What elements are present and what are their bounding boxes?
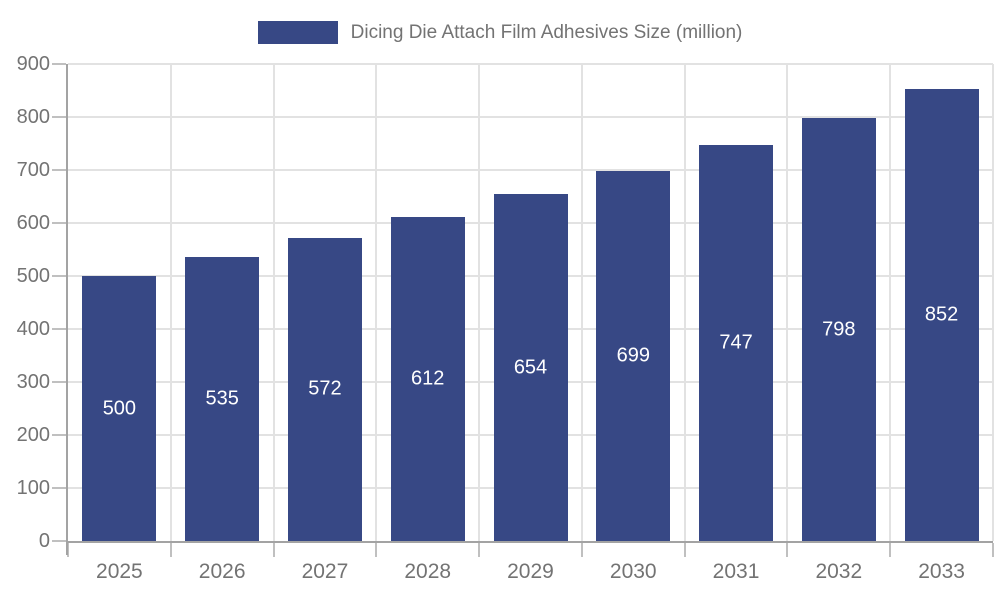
gridline-vertical (272, 64, 275, 541)
bar-value-label: 612 (411, 367, 445, 390)
gridline-vertical (889, 64, 892, 541)
y-axis-tick (52, 487, 66, 489)
x-tick-label: 2030 (609, 560, 657, 583)
y-tick-label: 100 (16, 477, 50, 499)
y-axis-tick (52, 540, 66, 542)
y-axis-tick (52, 434, 66, 436)
plot-area: 500 535 572 612 654 699 747 798 852 (52, 63, 994, 557)
bar: 699 (596, 170, 671, 541)
y-tick-label: 200 (16, 424, 50, 446)
x-axis-tick (375, 543, 378, 557)
bar: 852 (904, 89, 979, 541)
gridline-horizontal (68, 63, 993, 65)
x-axis-tick (580, 543, 583, 557)
y-axis-tick (52, 275, 66, 277)
y-tick-label: 0 (38, 530, 50, 552)
gridline-vertical (478, 64, 481, 541)
y-axis-tick (52, 169, 66, 171)
y-axis-tick (52, 328, 66, 330)
x-tick-label: 2031 (712, 560, 760, 583)
bar: 535 (185, 257, 260, 541)
gridline-vertical (169, 64, 172, 541)
gridline-horizontal (68, 116, 993, 118)
x-tick-label: 2028 (404, 560, 452, 583)
x-axis-tick (169, 543, 172, 557)
bar: 612 (390, 216, 465, 541)
bar-value-label: 699 (616, 344, 650, 367)
gridline-vertical (992, 64, 994, 541)
x-tick-label: 2026 (198, 560, 246, 583)
bar: 798 (801, 118, 876, 541)
x-tick-label: 2025 (96, 560, 143, 583)
y-tick-label: 300 (16, 371, 50, 393)
x-tick-label: 2032 (815, 560, 863, 583)
gridline-vertical (580, 64, 583, 541)
gridline-vertical (786, 64, 789, 541)
legend-label: Dicing Die Attach Film Adhesives Size (m… (350, 21, 743, 43)
bar-value-label: 654 (513, 356, 548, 379)
y-axis-tick (52, 116, 66, 118)
chart-legend: Dicing Die Attach Film Adhesives Size (m… (0, 21, 1000, 44)
gridline-vertical (375, 64, 378, 541)
y-axis-tick (52, 381, 66, 383)
x-axis-tick (683, 543, 686, 557)
gridline-horizontal (68, 169, 993, 171)
x-axis-tick (272, 543, 275, 557)
bar: 572 (287, 237, 362, 541)
x-tick-label: 2033 (918, 560, 965, 583)
y-axis-tick (52, 222, 66, 224)
bar: 654 (493, 194, 568, 541)
bar-value-label: 500 (102, 397, 137, 419)
x-tick-label: 2027 (301, 560, 349, 583)
bar: 500 (82, 276, 157, 541)
y-axis-line (66, 64, 68, 555)
x-axis-tick (786, 543, 789, 557)
bar-value-label: 798 (822, 318, 856, 341)
x-axis-tick (67, 543, 69, 557)
x-axis-line (66, 541, 993, 543)
y-tick-label: 700 (16, 159, 50, 181)
y-tick-label: 600 (16, 212, 50, 234)
y-tick-label: 500 (16, 265, 50, 287)
x-axis-tick (478, 543, 481, 557)
x-axis-tick (889, 543, 892, 557)
bar-value-label: 852 (924, 303, 959, 326)
bar: 747 (699, 145, 774, 541)
bar-value-label: 535 (205, 387, 239, 410)
y-axis-tick (52, 63, 66, 65)
gridline-vertical (683, 64, 686, 541)
y-tick-label: 400 (16, 318, 50, 340)
y-tick-label: 800 (16, 106, 50, 128)
y-tick-label: 900 (16, 53, 50, 75)
legend-swatch (257, 21, 338, 44)
x-tick-label: 2029 (507, 560, 554, 583)
bar-value-label: 572 (308, 377, 342, 400)
y-axis-labels: 0 100 200 300 400 500 600 700 800 900 (0, 54, 50, 551)
x-axis-labels: 2025 2026 2027 2028 2029 2030 2031 2032 2033 (68, 560, 993, 590)
x-axis-tick (992, 543, 994, 557)
bar-value-label: 747 (719, 331, 753, 354)
